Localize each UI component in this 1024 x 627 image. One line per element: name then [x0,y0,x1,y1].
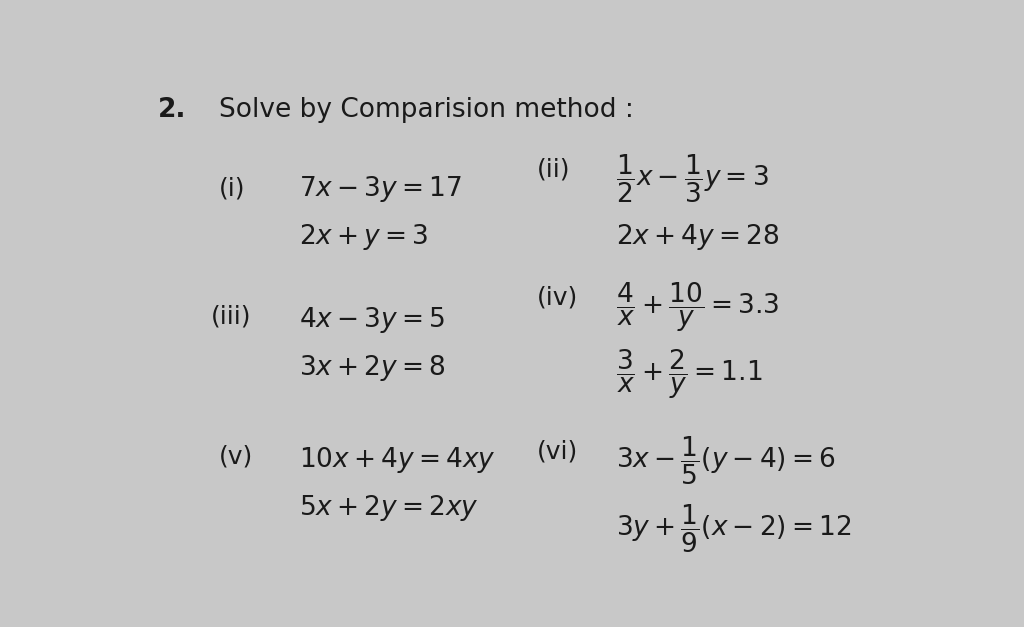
Text: (iii): (iii) [211,305,252,329]
Text: (iv): (iv) [537,285,578,309]
Text: $\dfrac{3}{x}+\dfrac{2}{y}=1.1$: $\dfrac{3}{x}+\dfrac{2}{y}=1.1$ [616,348,763,401]
Text: (i): (i) [219,177,246,201]
Text: $\dfrac{4}{x}+\dfrac{10}{y}=3.3$: $\dfrac{4}{x}+\dfrac{10}{y}=3.3$ [616,280,779,334]
Text: (vi): (vi) [537,440,578,464]
Text: (v): (v) [219,445,254,468]
Text: $10x+4y=4xy$: $10x+4y=4xy$ [299,445,496,475]
Text: Solve by Comparision method :: Solve by Comparision method : [219,97,634,123]
Text: 2.: 2. [158,97,186,123]
Text: $\dfrac{1}{2}x-\dfrac{1}{3}y=3$: $\dfrac{1}{2}x-\dfrac{1}{3}y=3$ [616,152,769,205]
Text: $3y+\dfrac{1}{9}(x-2)=12$: $3y+\dfrac{1}{9}(x-2)=12$ [616,502,852,555]
Text: $4x-3y=5$: $4x-3y=5$ [299,305,444,335]
Text: $2x+y=3$: $2x+y=3$ [299,223,428,253]
Text: (ii): (ii) [537,157,570,181]
Text: $3x+2y=8$: $3x+2y=8$ [299,353,445,383]
Text: $7x-3y=17$: $7x-3y=17$ [299,174,462,204]
Text: $5x+2y=2xy$: $5x+2y=2xy$ [299,493,478,523]
Text: $2x+4y=28$: $2x+4y=28$ [616,223,779,253]
Text: $3x-\dfrac{1}{5}(y-4)=6$: $3x-\dfrac{1}{5}(y-4)=6$ [616,435,836,487]
